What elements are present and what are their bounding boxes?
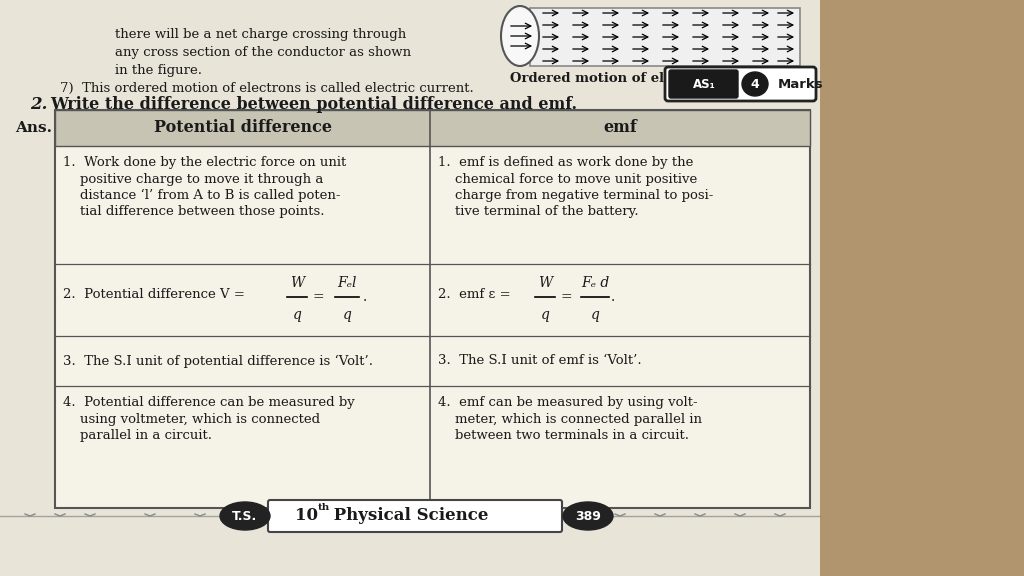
Text: using voltmeter, which is connected: using voltmeter, which is connected (63, 412, 321, 426)
Ellipse shape (742, 72, 768, 96)
Text: chemical force to move unit positive: chemical force to move unit positive (438, 172, 697, 185)
Text: positive charge to move it through a: positive charge to move it through a (63, 172, 324, 185)
Text: th: th (318, 502, 331, 511)
Text: 4.  emf can be measured by using volt-: 4. emf can be measured by using volt- (438, 396, 697, 409)
Text: .: . (362, 290, 368, 304)
Text: 3.  The S.I unit of potential difference is ‘Volt’.: 3. The S.I unit of potential difference … (63, 354, 373, 367)
Text: .: . (611, 290, 615, 304)
FancyBboxPatch shape (268, 500, 562, 532)
Text: T.S.: T.S. (232, 510, 258, 522)
Text: in the figure.: in the figure. (115, 64, 202, 77)
Ellipse shape (563, 502, 613, 530)
Text: 3.  The S.I unit of emf is ‘Volt’.: 3. The S.I unit of emf is ‘Volt’. (438, 354, 642, 367)
Text: W: W (538, 276, 552, 290)
Text: Ans.: Ans. (15, 121, 52, 135)
FancyBboxPatch shape (665, 67, 816, 101)
Text: 1.  emf is defined as work done by the: 1. emf is defined as work done by the (438, 156, 693, 169)
Text: tial difference between those points.: tial difference between those points. (63, 206, 325, 218)
Text: 4.  Potential difference can be measured by: 4. Potential difference can be measured … (63, 396, 354, 409)
Text: charge from negative terminal to posi-: charge from negative terminal to posi- (438, 189, 714, 202)
Text: Write the difference between potential difference and emf.: Write the difference between potential d… (50, 96, 577, 113)
Text: Physical Science: Physical Science (328, 507, 488, 525)
Text: W: W (290, 276, 304, 290)
Text: =: = (313, 290, 325, 304)
Bar (0, 0, 820, 576)
Text: there will be a net charge crossing through: there will be a net charge crossing thro… (115, 28, 407, 41)
Text: any cross section of the conductor as shown: any cross section of the conductor as sh… (115, 46, 411, 59)
Text: distance ‘l’ from A to B is called poten-: distance ‘l’ from A to B is called poten… (63, 189, 341, 202)
Text: Potential difference: Potential difference (154, 119, 332, 137)
Text: Marks: Marks (778, 78, 823, 90)
Text: 2.  Potential difference V =: 2. Potential difference V = (63, 289, 249, 301)
FancyBboxPatch shape (530, 8, 800, 66)
Text: meter, which is connected parallel in: meter, which is connected parallel in (438, 412, 702, 426)
Text: Ordered motion of electrons: Ordered motion of electrons (510, 72, 719, 85)
Ellipse shape (501, 6, 539, 66)
Text: 1.  Work done by the electric force on unit: 1. Work done by the electric force on un… (63, 156, 346, 169)
Text: parallel in a circuit.: parallel in a circuit. (63, 429, 212, 442)
Text: 389: 389 (575, 510, 601, 522)
Text: q: q (343, 308, 351, 322)
Text: q: q (541, 308, 550, 322)
Text: Fₑ d: Fₑ d (581, 276, 609, 290)
Bar (820, 0, 1024, 576)
Text: between two terminals in a circuit.: between two terminals in a circuit. (438, 429, 689, 442)
Text: 2.: 2. (30, 96, 47, 113)
Text: q: q (591, 308, 599, 322)
Text: Fₑl: Fₑl (337, 276, 356, 290)
Text: 7)  This ordered motion of electrons is called electric current.: 7) This ordered motion of electrons is c… (60, 82, 474, 95)
Text: tive terminal of the battery.: tive terminal of the battery. (438, 206, 639, 218)
Bar (55, 110, 810, 146)
Text: AS₁: AS₁ (692, 78, 716, 90)
Text: 2.  emf ε =: 2. emf ε = (438, 289, 515, 301)
FancyBboxPatch shape (669, 70, 738, 98)
Text: =: = (561, 290, 572, 304)
Text: 4: 4 (751, 78, 760, 90)
Text: emf: emf (603, 119, 637, 137)
Bar (55, 110, 810, 508)
Ellipse shape (220, 502, 270, 530)
Text: 10: 10 (295, 507, 318, 525)
Text: q: q (293, 308, 301, 322)
